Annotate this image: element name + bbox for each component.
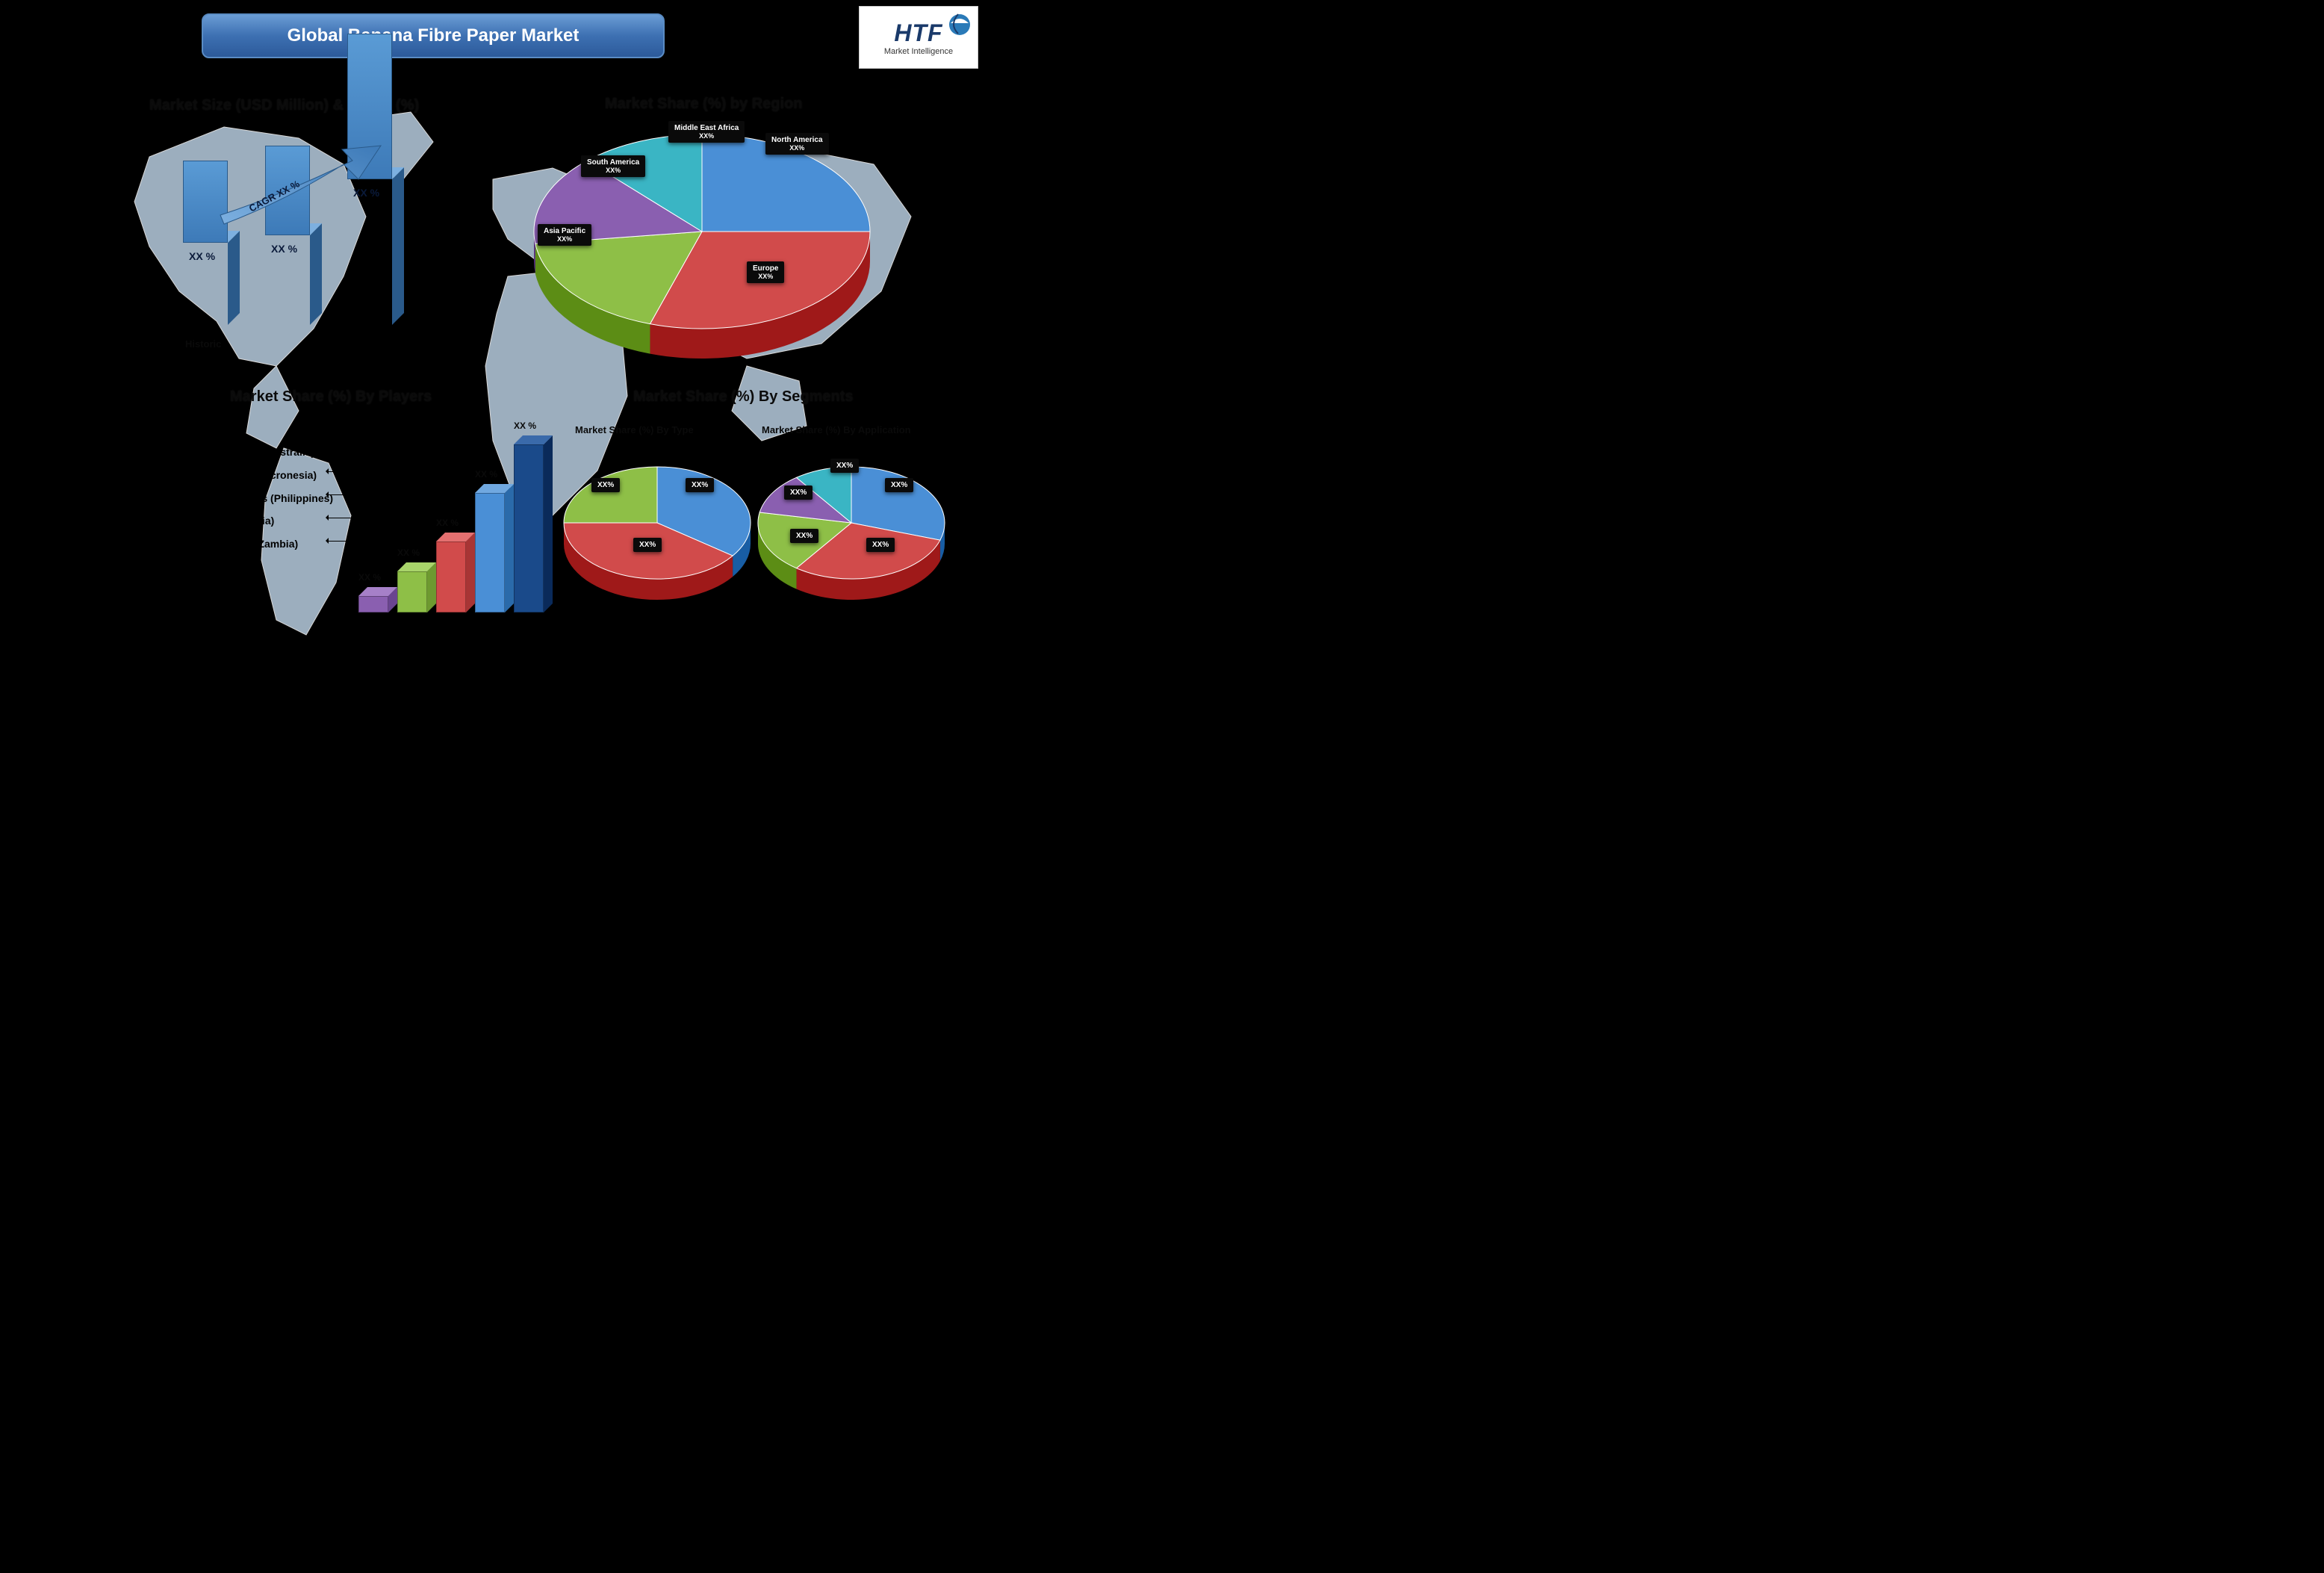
pie-slice-label: XX% (866, 538, 895, 552)
pie-slice-label: XX% (790, 529, 818, 543)
pie-slice-label: XX% (784, 485, 813, 500)
pie-slice-label: XX% (830, 459, 859, 473)
player-arrow-icon (329, 494, 358, 495)
pie-slice-label: XX% (885, 478, 913, 492)
player-arrow-icon (329, 448, 358, 449)
player-arrow-icon (329, 541, 358, 542)
player-arrow-icon (329, 471, 358, 472)
